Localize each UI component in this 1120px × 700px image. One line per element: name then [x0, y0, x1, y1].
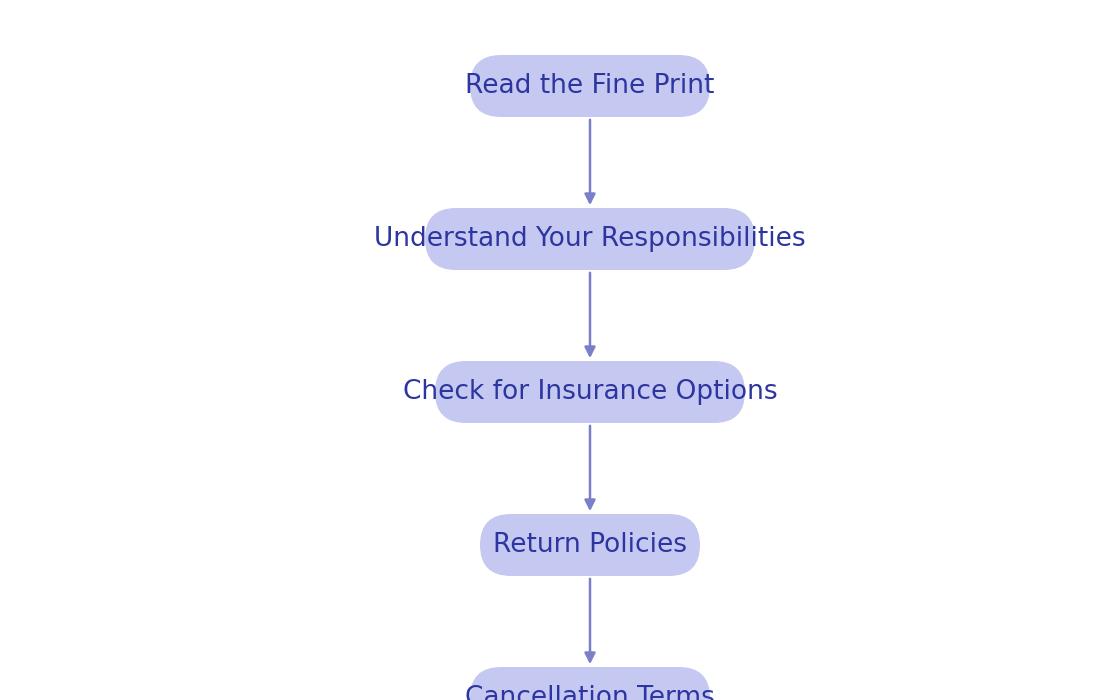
Text: Read the Fine Print: Read the Fine Print [465, 73, 715, 99]
Text: Check for Insurance Options: Check for Insurance Options [403, 379, 777, 405]
FancyBboxPatch shape [470, 55, 710, 117]
Text: Return Policies: Return Policies [493, 532, 687, 558]
Text: Cancellation Terms: Cancellation Terms [465, 685, 715, 700]
FancyBboxPatch shape [435, 361, 745, 423]
FancyBboxPatch shape [424, 208, 755, 270]
FancyBboxPatch shape [480, 514, 700, 576]
Text: Understand Your Responsibilities: Understand Your Responsibilities [374, 226, 805, 252]
FancyBboxPatch shape [470, 667, 710, 700]
